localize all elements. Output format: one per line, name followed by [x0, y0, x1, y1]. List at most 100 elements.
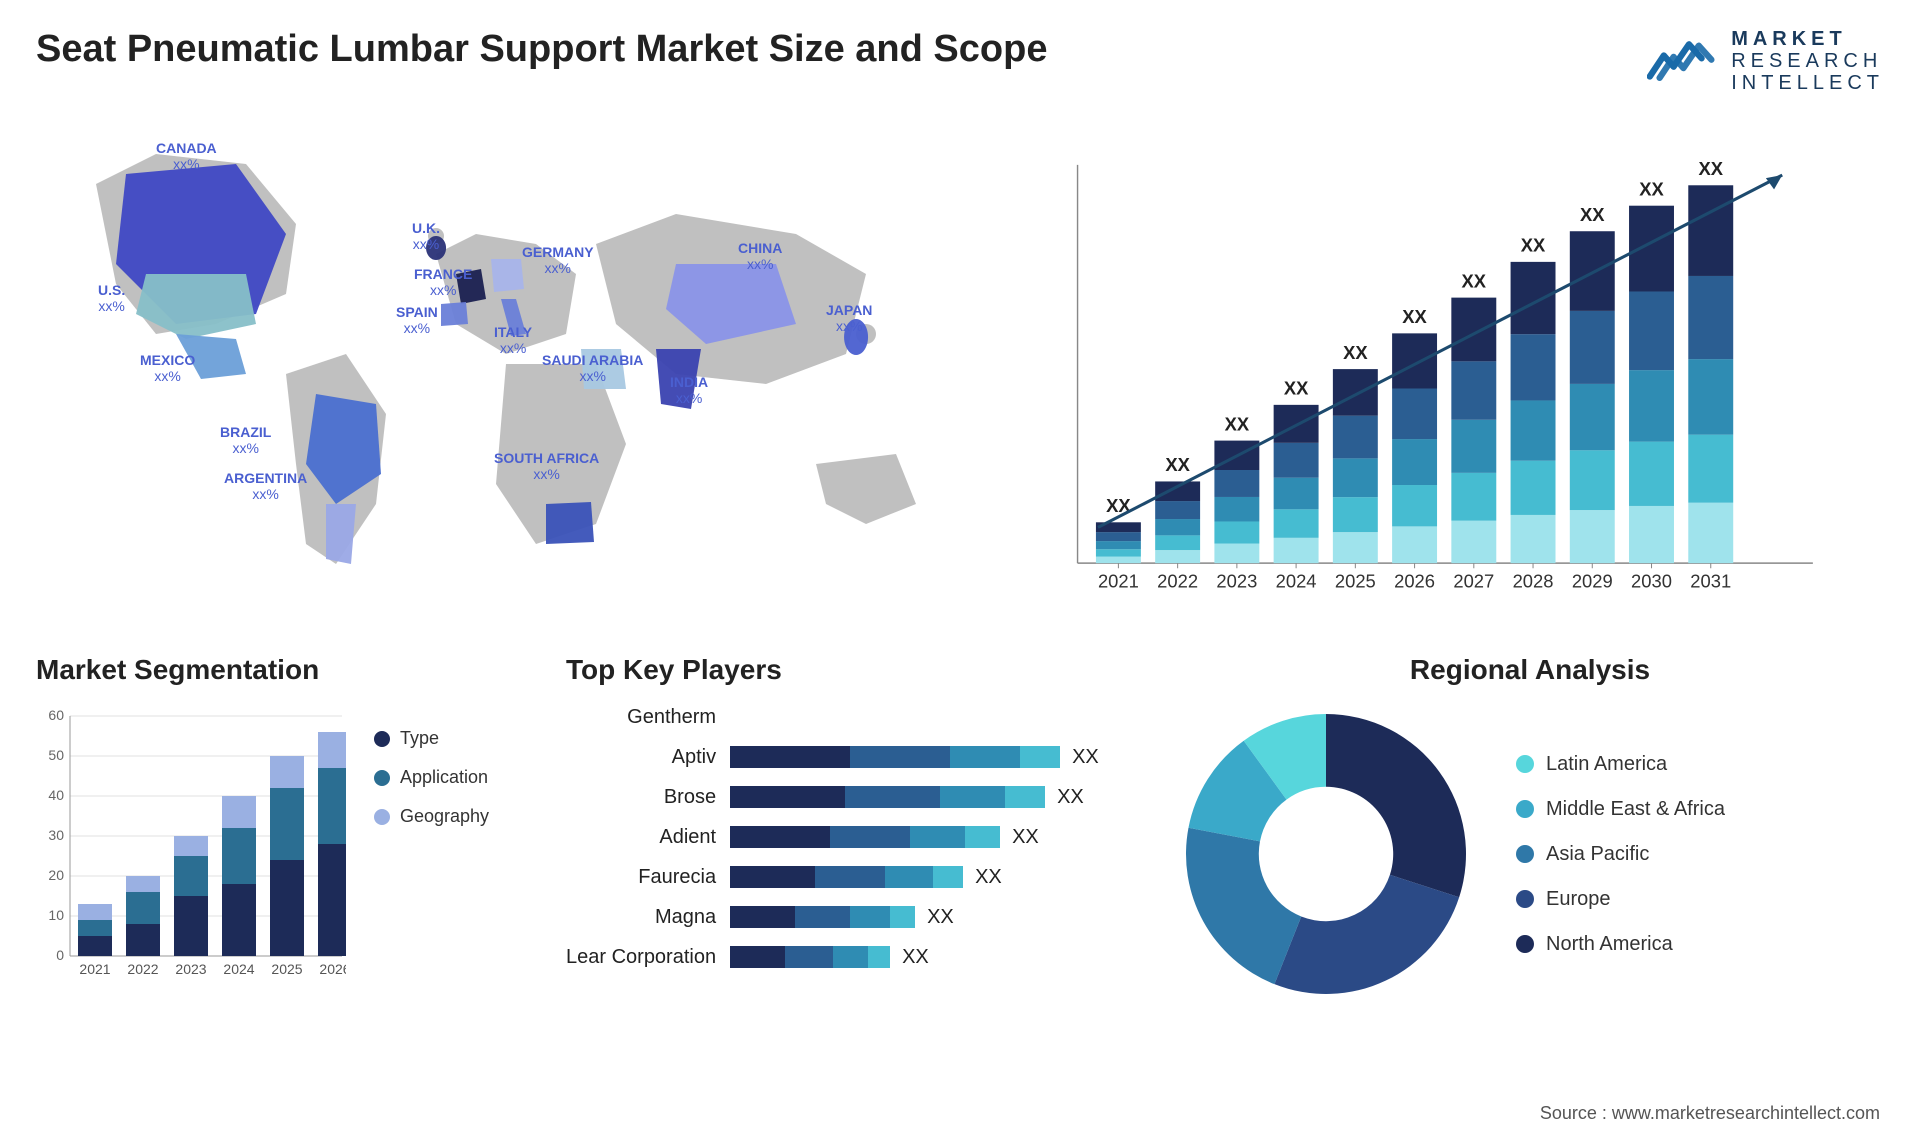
player-bar-segment: [730, 946, 785, 968]
player-bar-row: XX: [730, 824, 1146, 850]
map-label-saudi-arabia: SAUDI ARABIAxx%: [542, 352, 643, 384]
svg-text:XX: XX: [1639, 178, 1664, 199]
player-bar-segment: [845, 786, 940, 808]
regional-legend: Latin America Middle East & Africa Asia Pa…: [1516, 753, 1725, 956]
svg-text:30: 30: [48, 827, 64, 843]
map-label-spain: SPAINxx%: [396, 304, 438, 336]
legend-dot-icon: [374, 809, 390, 825]
player-bar-segment: [885, 866, 933, 888]
svg-text:10: 10: [48, 907, 64, 923]
svg-text:2026: 2026: [1394, 571, 1435, 592]
legend-dot-icon: [1516, 890, 1534, 908]
svg-text:XX: XX: [1225, 413, 1250, 434]
player-bar-segment: [1020, 746, 1060, 768]
svg-text:2028: 2028: [1513, 571, 1554, 592]
legend-dot-icon: [1516, 935, 1534, 953]
player-label: Brose: [664, 784, 716, 810]
legend-dot-icon: [1516, 755, 1534, 773]
map-label-germany: GERMANYxx%: [522, 244, 594, 276]
svg-text:2024: 2024: [223, 961, 254, 977]
svg-text:XX: XX: [1521, 235, 1546, 256]
seg-legend-item: Application: [374, 767, 489, 788]
player-bar-row: [730, 704, 1146, 730]
svg-text:XX: XX: [1580, 204, 1605, 225]
svg-text:2021: 2021: [79, 961, 110, 977]
player-bar-segment: [730, 866, 815, 888]
segmentation-chart: 0102030405060202120222023202420252026: [36, 704, 346, 984]
page-title: Seat Pneumatic Lumbar Support Market Siz…: [36, 28, 1047, 71]
regional-donut-chart: [1176, 704, 1476, 1004]
player-bar-segment: [730, 746, 850, 768]
player-bar-segment: [890, 906, 915, 928]
svg-text:XX: XX: [1402, 306, 1427, 327]
map-label-china: CHINAxx%: [738, 240, 782, 272]
map-label-u-s-: U.S.xx%: [98, 282, 125, 314]
logo-text-2: RESEARCH: [1731, 50, 1884, 72]
svg-text:2025: 2025: [1335, 571, 1376, 592]
svg-text:2022: 2022: [1157, 571, 1198, 592]
svg-text:50: 50: [48, 747, 64, 763]
svg-text:2029: 2029: [1572, 571, 1613, 592]
svg-text:2025: 2025: [271, 961, 302, 977]
brand-logo: MARKET RESEARCH INTELLECT: [1647, 28, 1884, 94]
player-bar-segment: [965, 826, 1000, 848]
legend-label: Geography: [400, 806, 489, 827]
logo-text-1: MARKET: [1731, 28, 1884, 50]
player-label: Faurecia: [638, 864, 716, 890]
svg-text:2021: 2021: [1098, 571, 1139, 592]
svg-text:60: 60: [48, 707, 64, 723]
player-value-label: XX: [927, 906, 954, 929]
player-bar-segment: [868, 946, 890, 968]
player-bar-segment: [850, 906, 890, 928]
player-bar-segment: [730, 906, 795, 928]
player-bar-row: XX: [730, 944, 1146, 970]
segmentation-legend: Type Application Geography: [374, 704, 489, 984]
map-label-italy: ITALYxx%: [494, 324, 532, 356]
player-bar-segment: [785, 946, 833, 968]
player-bar-row: XX: [730, 784, 1146, 810]
player-bar-segment: [950, 746, 1020, 768]
players-bars: XXXXXXXXXXXX: [730, 704, 1146, 970]
player-bar-segment: [1005, 786, 1045, 808]
regional-legend-item: Europe: [1516, 888, 1725, 911]
player-label: Aptiv: [672, 744, 716, 770]
svg-text:2023: 2023: [1216, 571, 1257, 592]
svg-text:2022: 2022: [127, 961, 158, 977]
map-label-india: INDIAxx%: [670, 374, 708, 406]
regional-legend-item: North America: [1516, 933, 1725, 956]
regional-legend-item: Middle East & Africa: [1516, 798, 1725, 821]
svg-text:2030: 2030: [1631, 571, 1672, 592]
player-bar-segment: [940, 786, 1005, 808]
legend-label: Europe: [1546, 888, 1611, 911]
player-bar-segment: [815, 866, 885, 888]
legend-label: Latin America: [1546, 753, 1667, 776]
player-bar-row: XX: [730, 904, 1146, 930]
regional-legend-item: Latin America: [1516, 753, 1725, 776]
legend-label: Type: [400, 728, 439, 749]
svg-text:2031: 2031: [1690, 571, 1731, 592]
map-label-france: FRANCExx%: [414, 266, 472, 298]
svg-text:2026: 2026: [319, 961, 346, 977]
legend-label: Middle East & Africa: [1546, 798, 1725, 821]
logo-text-3: INTELLECT: [1731, 72, 1884, 94]
player-label: Lear Corporation: [566, 944, 716, 970]
regional-legend-item: Asia Pacific: [1516, 843, 1725, 866]
map-label-u-k-: U.K.xx%: [412, 220, 440, 252]
map-label-canada: CANADAxx%: [156, 140, 217, 172]
svg-text:0: 0: [56, 947, 64, 963]
legend-dot-icon: [374, 731, 390, 747]
segmentation-title: Market Segmentation: [36, 654, 536, 686]
player-value-label: XX: [1012, 826, 1039, 849]
map-label-brazil: BRAZILxx%: [220, 424, 271, 456]
map-label-argentina: ARGENTINAxx%: [224, 470, 307, 502]
growth-bar-chart: XX2021XX2022XX2023XX2024XX2025XX2026XX20…: [986, 124, 1884, 604]
player-bar-row: XX: [730, 744, 1146, 770]
svg-text:2024: 2024: [1276, 571, 1317, 592]
seg-legend-item: Type: [374, 728, 489, 749]
players-labels: GenthermAptivBroseAdientFaureciaMagnaLea…: [566, 704, 722, 970]
player-bar-segment: [830, 826, 910, 848]
player-bar-segment: [730, 826, 830, 848]
map-label-mexico: MEXICOxx%: [140, 352, 195, 384]
player-value-label: XX: [902, 946, 929, 969]
player-bar-segment: [730, 786, 845, 808]
